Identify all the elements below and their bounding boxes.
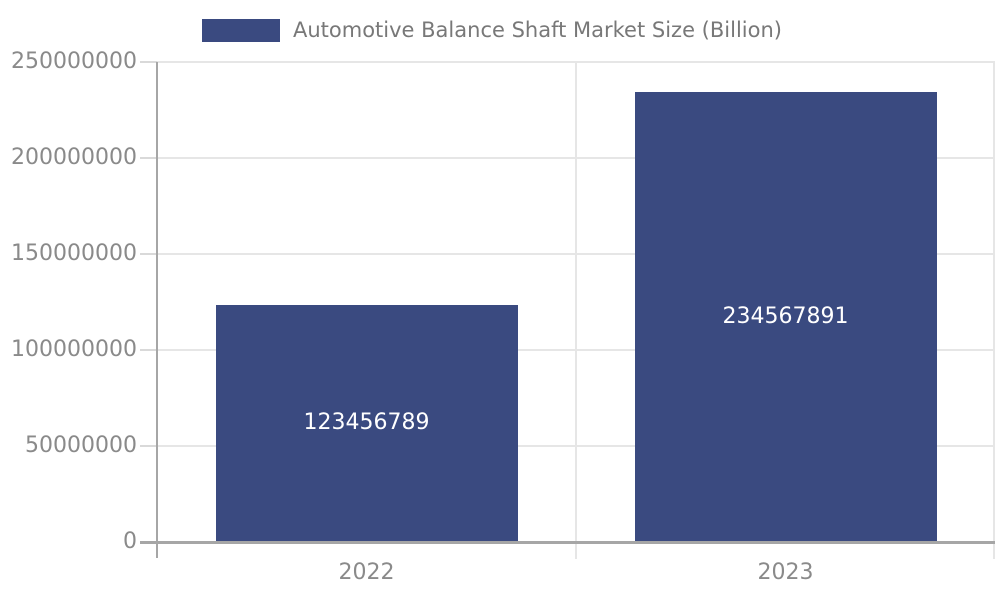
x-tick-label: 2022 [338,560,395,585]
y-tick-label: 200000000 [11,145,137,170]
y-axis-tick [140,445,157,447]
y-tick-label: 0 [123,529,137,554]
legend-swatch [202,19,280,42]
y-tick-label: 150000000 [11,241,137,266]
x-axis-line [140,541,995,544]
plot-right-border [993,62,995,559]
y-axis-tick [140,349,157,351]
y-tick-label: 50000000 [25,433,137,458]
y-axis-line [156,62,158,558]
bar-value-label: 234567891 [722,303,849,329]
category-divider-gridline [575,62,577,559]
legend: Automotive Balance Shaft Market Size (Bi… [202,19,782,42]
bar [634,91,937,542]
y-axis-tick [140,61,157,63]
y-tick-label: 250000000 [11,49,137,74]
legend-label: Automotive Balance Shaft Market Size (Bi… [293,18,782,42]
bar [215,304,518,542]
bar-value-label: 123456789 [303,410,430,436]
x-tick-label: 2023 [757,560,814,585]
y-tick-label: 100000000 [11,337,137,362]
y-axis-tick [140,157,157,159]
y-axis-tick [140,253,157,255]
